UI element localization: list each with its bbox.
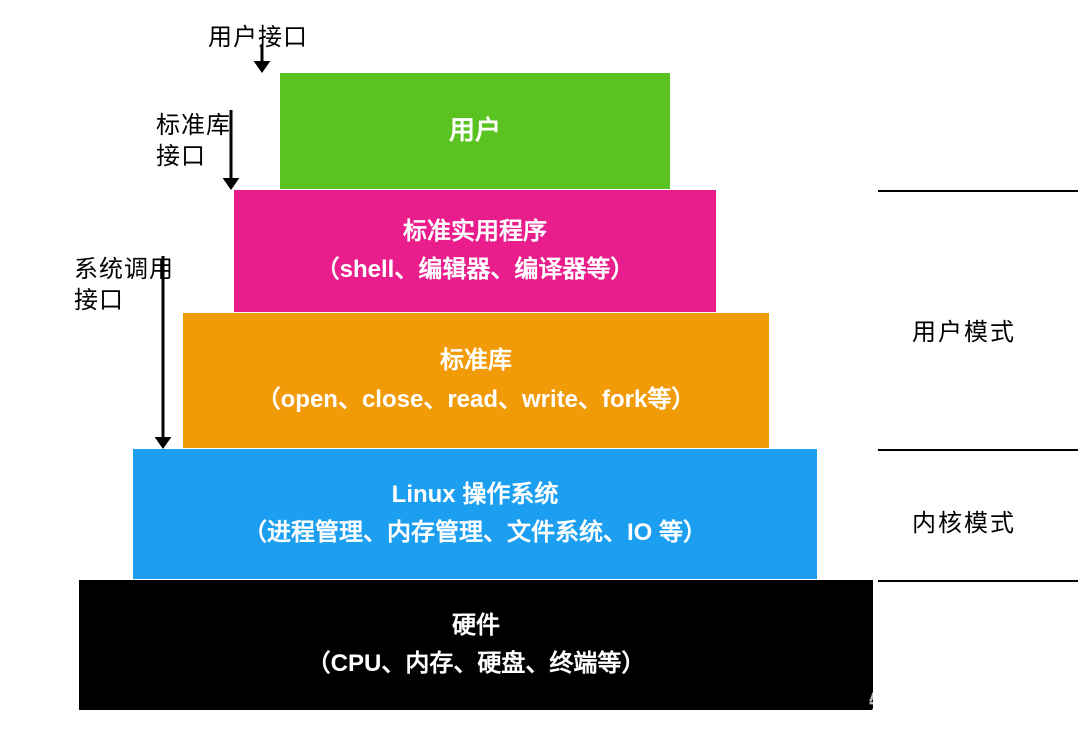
layer-stdlib-title: 标准库 bbox=[440, 342, 512, 380]
mode-line-2 bbox=[878, 580, 1078, 582]
arrow-stdlib-interface-icon bbox=[211, 90, 251, 210]
layer-kernel: Linux 操作系统 （进程管理、内存管理、文件系统、IO 等） bbox=[133, 449, 817, 579]
layer-kernel-title: Linux 操作系统 bbox=[392, 476, 559, 514]
layer-user: 用户 bbox=[280, 73, 670, 189]
mode-line-1 bbox=[878, 449, 1078, 451]
layer-hardware-sub: （CPU、内存、硬盘、终端等） bbox=[307, 645, 646, 683]
watermark-text: @Linux技术栈 bbox=[921, 687, 1062, 719]
layer-utils: 标准实用程序 （shell、编辑器、编译器等） bbox=[234, 190, 716, 312]
layer-kernel-sub: （进程管理、内存管理、文件系统、IO 等） bbox=[243, 514, 707, 552]
label-user-mode: 用户模式 bbox=[912, 312, 1016, 347]
diagram-stage: 用户 标准实用程序 （shell、编辑器、编译器等） 标准库 （open、clo… bbox=[0, 0, 1080, 729]
arrow-syscall-interface-icon bbox=[143, 236, 183, 469]
layer-hardware-title: 硬件 bbox=[452, 607, 500, 645]
layer-utils-title: 标准实用程序 bbox=[403, 213, 547, 251]
layer-hardware: 硬件 （CPU、内存、硬盘、终端等） bbox=[79, 580, 873, 710]
layer-user-title: 用户 bbox=[449, 110, 501, 152]
zhihu-icon: 知乎 bbox=[869, 687, 911, 719]
mode-line-0 bbox=[878, 190, 1078, 192]
layer-stdlib-sub: （open、close、read、write、fork等） bbox=[257, 381, 696, 419]
layer-stdlib: 标准库 （open、close、read、write、fork等） bbox=[183, 313, 769, 448]
label-kernel-mode: 内核模式 bbox=[912, 503, 1016, 538]
watermark: 知乎 @Linux技术栈 bbox=[869, 687, 1062, 719]
arrow-user-interface-icon bbox=[242, 24, 282, 93]
layer-utils-sub: （shell、编辑器、编译器等） bbox=[316, 251, 635, 289]
